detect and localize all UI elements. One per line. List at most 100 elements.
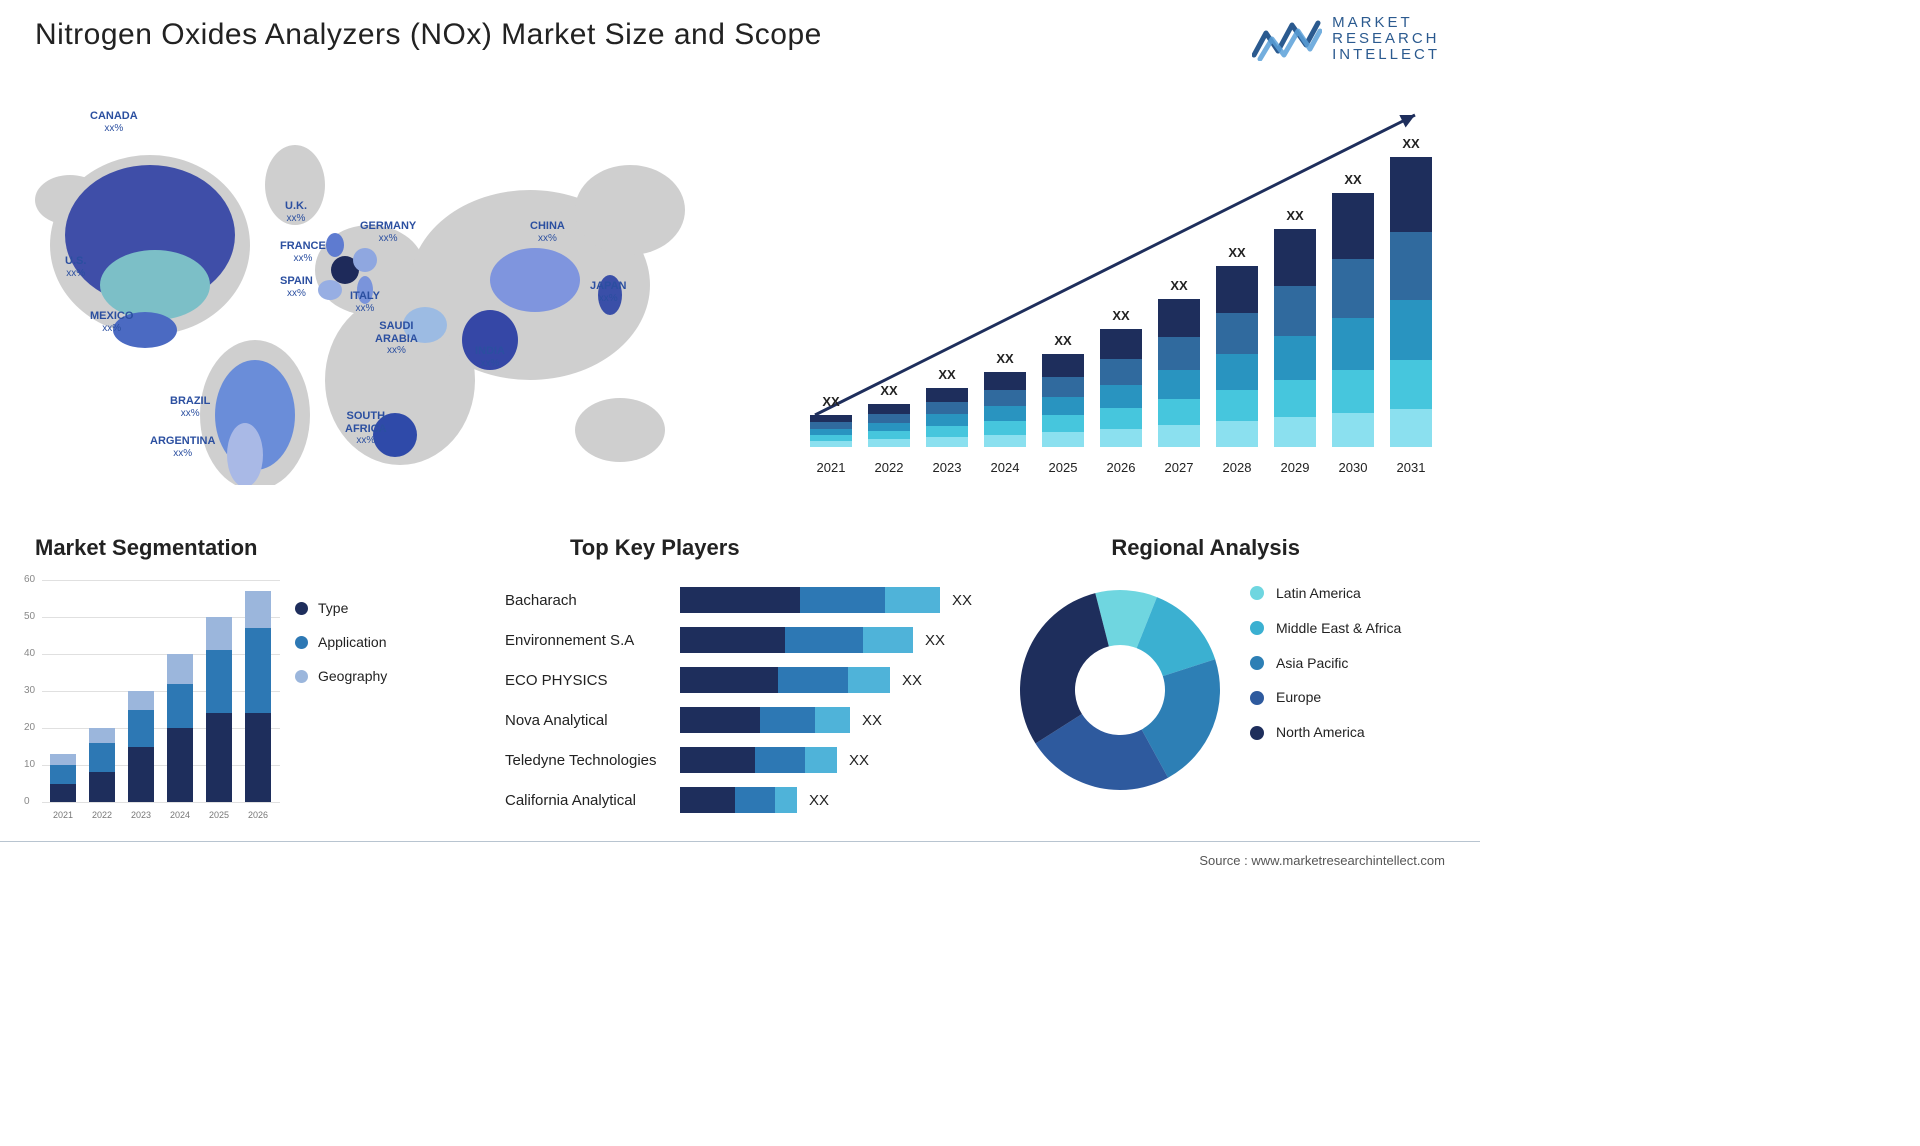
growth-bar-segment [1158,337,1200,370]
growth-bar [1332,193,1374,447]
growth-year-label: 2026 [1100,460,1142,475]
regional-legend-label: Asia Pacific [1276,655,1348,672]
seg-year-label: 2022 [89,810,115,820]
growth-year-label: 2024 [984,460,1026,475]
map-label: CANADAxx% [90,110,138,134]
growth-year-label: 2028 [1216,460,1258,475]
growth-bar-segment [1390,300,1432,360]
player-bar-segment [815,707,850,733]
map-label: GERMANYxx% [360,220,416,244]
seg-bar [167,654,193,802]
seg-year-label: 2025 [206,810,232,820]
growth-year-label: 2029 [1274,460,1316,475]
player-row: Teledyne TechnologiesXX [505,740,975,780]
main-growth-chart: 2021202220232024202520262027202820292030… [805,95,1445,475]
player-name: Bacharach [505,592,680,609]
growth-bar-segment [1332,318,1374,370]
seg-y-tick: 10 [24,759,35,770]
growth-bar-segment [1274,286,1316,336]
growth-bar-segment [1390,157,1432,232]
player-name: California Analytical [505,792,680,809]
growth-bar-value: XX [810,394,852,409]
growth-bar-value: XX [1100,308,1142,323]
map-label: SPAINxx% [280,275,313,299]
seg-bar-segment [206,713,232,802]
growth-bar-segment [868,404,910,414]
logo-line1: MARKET [1332,15,1440,31]
growth-year-label: 2027 [1158,460,1200,475]
logo-line2: RESEARCH [1332,31,1440,47]
seg-legend-label: Geography [318,668,387,684]
growth-bar-segment [810,422,852,429]
seg-gridline [42,802,280,803]
player-bar-segment [680,627,785,653]
growth-bar-value: XX [926,367,968,382]
regional-legend: Latin AmericaMiddle East & AfricaAsia Pa… [1250,585,1445,759]
seg-y-tick: 60 [24,574,35,585]
growth-bar-segment [984,406,1026,421]
growth-bar-segment [984,390,1026,406]
map-label: JAPANxx% [590,280,626,304]
seg-bar-segment [128,747,154,803]
seg-y-tick: 40 [24,648,35,659]
map-label: CHINAxx% [530,220,565,244]
seg-legend-label: Type [318,600,348,616]
growth-bar-segment [1158,370,1200,399]
growth-bar [1042,354,1084,447]
regional-legend-item: Middle East & Africa [1250,620,1445,637]
growth-bar-segment [1332,413,1374,447]
growth-bar-segment [1274,380,1316,417]
growth-bar-segment [1042,377,1084,397]
growth-bar-segment [1100,429,1142,447]
growth-bar-value: XX [1332,172,1374,187]
seg-bar [206,617,232,802]
seg-year-label: 2023 [128,810,154,820]
legend-swatch-icon [1250,621,1264,635]
growth-year-label: 2021 [810,460,852,475]
map-label: MEXICOxx% [90,310,133,334]
growth-bar-segment [926,426,968,437]
seg-bar-segment [167,684,193,728]
segmentation-chart: 0102030405060 202120222023202420252026 [20,570,280,820]
growth-bar-segment [984,435,1026,447]
growth-bar-segment [984,421,1026,435]
growth-bar-segment [926,402,968,414]
seg-y-tick: 0 [24,796,30,807]
growth-bar [1158,299,1200,447]
growth-bar-value: XX [868,383,910,398]
growth-bar-segment [1100,329,1142,359]
legend-swatch-icon [295,636,308,649]
growth-bar [1100,329,1142,447]
player-bar-segment [805,747,837,773]
growth-bar-segment [1216,390,1258,421]
player-bar-segment [800,587,885,613]
seg-bar-segment [89,728,115,743]
logo-mark-icon [1252,17,1322,61]
map-region-arg [227,423,263,485]
seg-bar-segment [128,710,154,747]
heading-regional: Regional Analysis [1111,535,1300,561]
map-label: U.K.xx% [285,200,307,224]
logo-text: MARKET RESEARCH INTELLECT [1332,15,1440,62]
growth-bar-segment [1042,415,1084,432]
seg-bar [245,591,271,802]
players-chart: BacharachXXEnvironnement S.AXXECO PHYSIC… [505,580,975,820]
map-region-sp [318,280,342,300]
growth-year-label: 2030 [1332,460,1374,475]
player-row: BacharachXX [505,580,975,620]
seg-y-tick: 20 [24,722,35,733]
map-region-chn [490,248,580,312]
player-row: ECO PHYSICSXX [505,660,975,700]
legend-swatch-icon [1250,726,1264,740]
growth-bar-segment [1390,409,1432,447]
player-bar [680,587,940,613]
seg-bar-segment [50,754,76,765]
map-region-uk [326,233,344,257]
growth-bar-segment [1332,193,1374,259]
world-map: CANADAxx%U.S.xx%MEXICOxx%BRAZILxx%ARGENT… [30,85,710,485]
growth-year-label: 2031 [1390,460,1432,475]
growth-bar-segment [868,439,910,447]
growth-bar-value: XX [1274,208,1316,223]
growth-bar-segment [1158,425,1200,447]
growth-bar-segment [1100,385,1142,408]
